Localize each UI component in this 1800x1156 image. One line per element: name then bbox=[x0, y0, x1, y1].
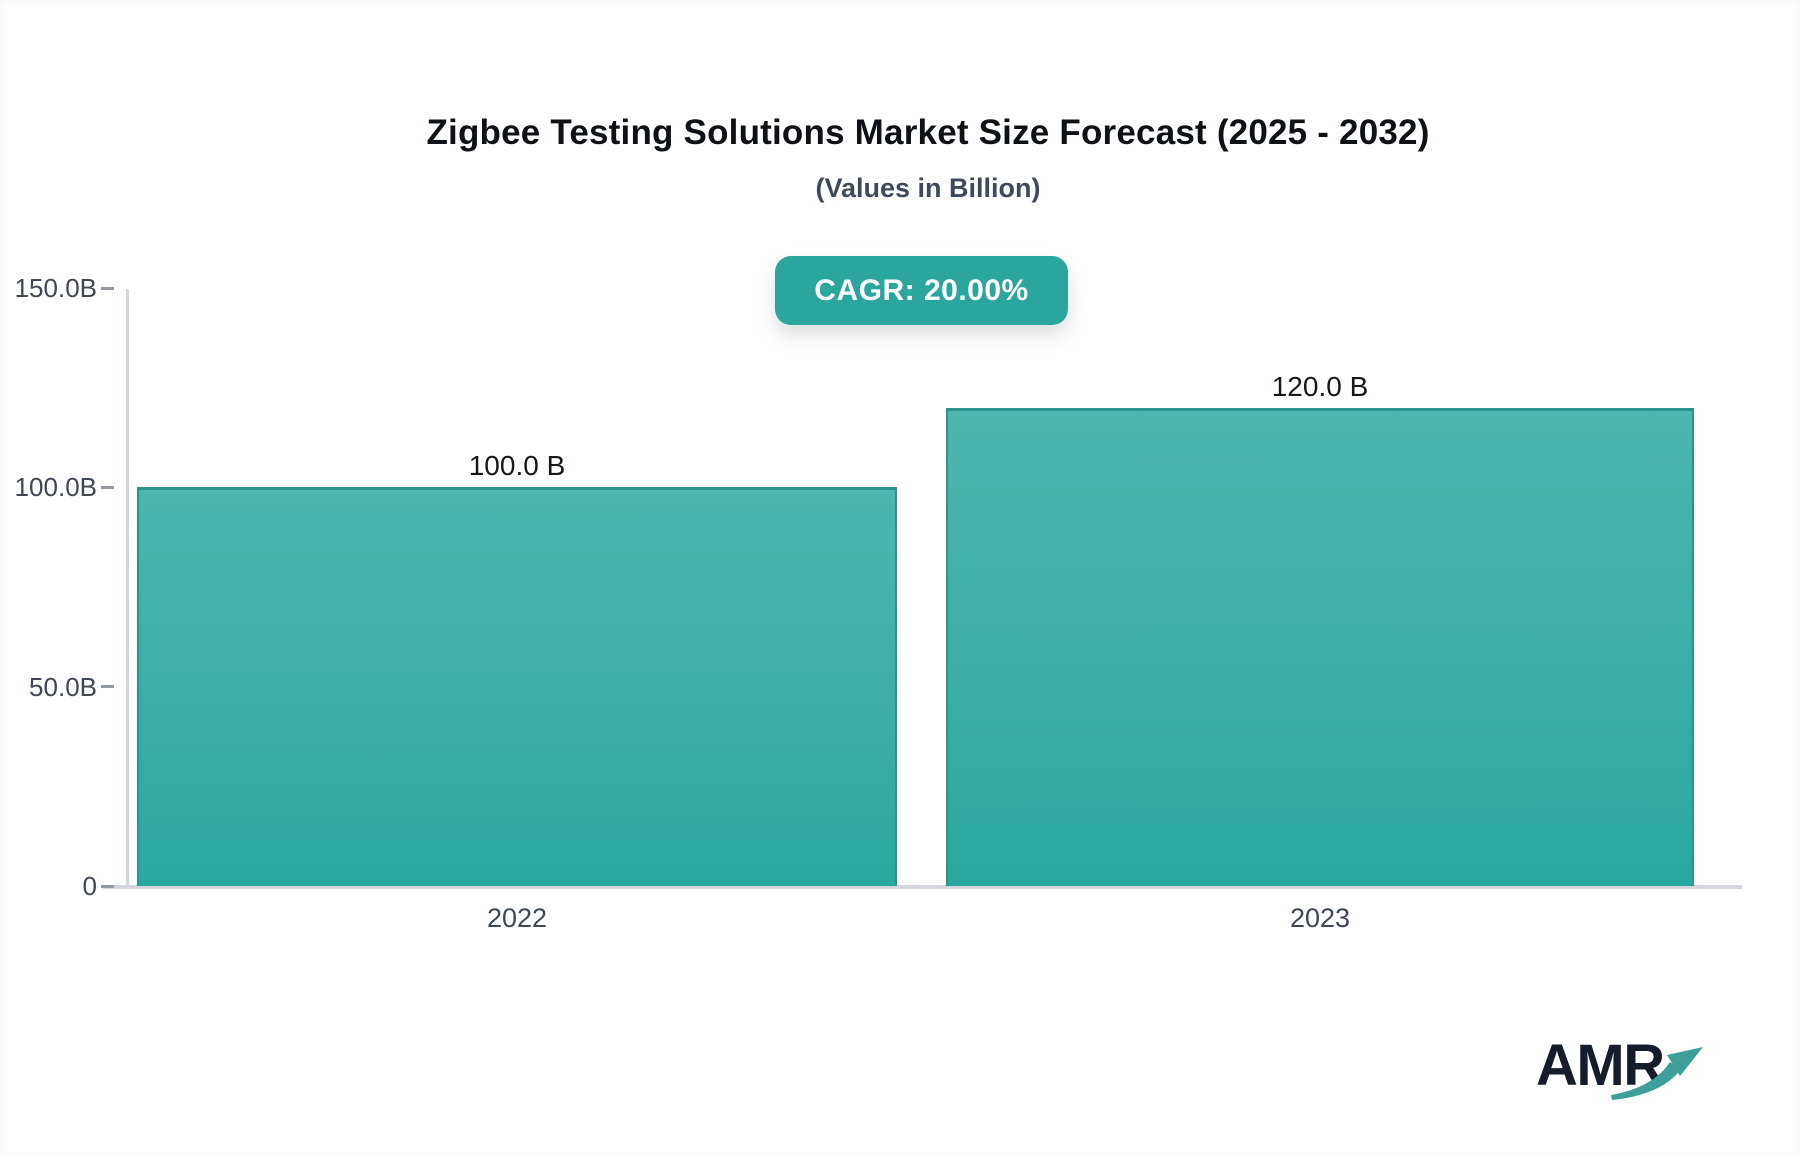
x-axis-label: 2022 bbox=[486, 903, 548, 933]
y-tick bbox=[101, 485, 114, 489]
y-tick bbox=[101, 286, 114, 290]
trend-up-arrow-icon bbox=[1611, 1047, 1703, 1100]
chart-title: Zigbee Testing Solutions Market Size For… bbox=[426, 113, 1430, 152]
y-tick-label: 150.0B bbox=[14, 273, 97, 303]
x-axis-line bbox=[103, 885, 1742, 889]
y-axis-line bbox=[126, 289, 129, 887]
y-tick bbox=[101, 884, 114, 888]
x-axis-label: 2023 bbox=[1289, 903, 1351, 933]
amr-logo: AMR bbox=[1536, 1036, 1716, 1116]
chart-subtitle: (Values in Billion) bbox=[815, 173, 1041, 203]
cagr-badge: CAGR: 20.00% bbox=[775, 256, 1068, 325]
y-tick-label: 0 bbox=[82, 871, 97, 901]
bar-2022 bbox=[137, 487, 897, 886]
y-tick-label: 100.0B bbox=[14, 472, 97, 503]
bar-value-label: 100.0 B bbox=[468, 450, 566, 482]
bar-2023 bbox=[946, 407, 1694, 886]
y-tick bbox=[101, 685, 114, 689]
y-tick-label: 50.0B bbox=[29, 671, 97, 702]
bar-value-label: 120.0 B bbox=[1271, 370, 1369, 402]
